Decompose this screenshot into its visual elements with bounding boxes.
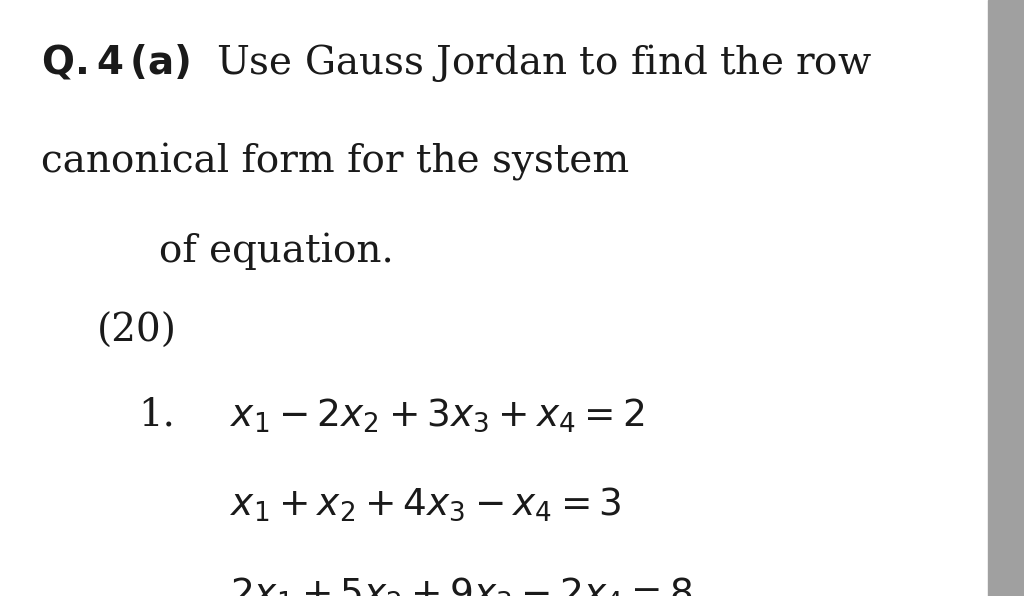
Text: (20): (20): [97, 313, 177, 350]
Text: $\bf{Q.4\,(a)}$  Use Gauss Jordan to find the row: $\bf{Q.4\,(a)}$ Use Gauss Jordan to find…: [41, 42, 872, 83]
Text: 1.: 1.: [138, 396, 175, 433]
Text: of equation.: of equation.: [159, 232, 393, 270]
Text: $x_1 - 2x_2 + 3x_3 + x_4 = 2$: $x_1 - 2x_2 + 3x_3 + x_4 = 2$: [230, 396, 645, 434]
Text: $2x_1+5x_2+9x_3 - 2x_4 = 8$: $2x_1+5x_2+9x_3 - 2x_4 = 8$: [230, 575, 693, 596]
Text: canonical form for the system: canonical form for the system: [41, 143, 629, 181]
Text: $x_1 + x_2 + 4x_3 - x_4 = 3$: $x_1 + x_2 + 4x_3 - x_4 = 3$: [230, 486, 622, 523]
